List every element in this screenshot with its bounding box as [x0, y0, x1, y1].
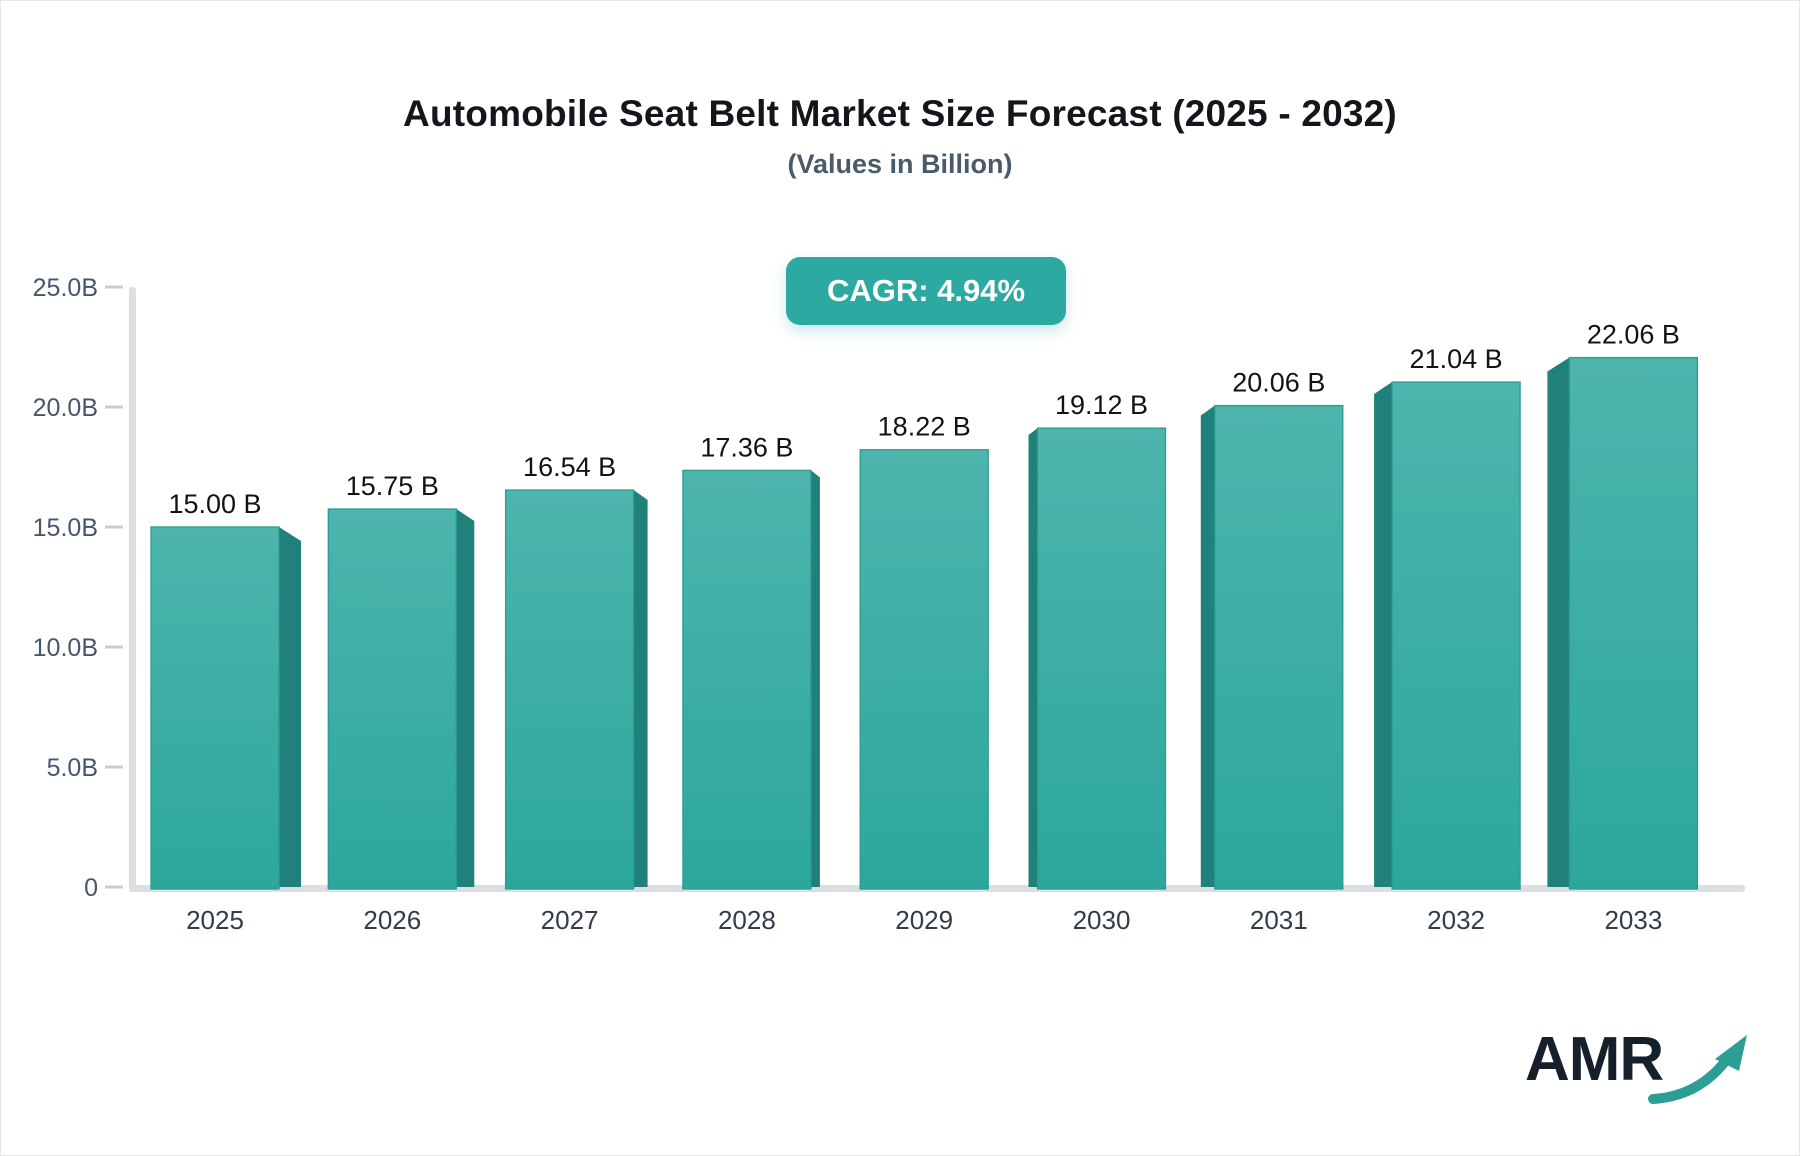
bar-value-label: 21.04 B [1410, 344, 1503, 374]
cagr-badge: CAGR: 4.94% [786, 257, 1066, 325]
bar-2029 [859, 449, 989, 890]
bar-side-face [633, 490, 648, 887]
y-axis-tick-label: 25.0B [33, 274, 98, 302]
y-axis-tick-label: 20.0B [33, 394, 98, 422]
x-axis-label: 2030 [1073, 905, 1131, 935]
x-axis-label: 2033 [1604, 905, 1662, 935]
x-axis-label: 2031 [1250, 905, 1308, 935]
bar-2027 [504, 489, 635, 890]
bar-2025 [150, 526, 280, 890]
growth-arrow-icon [1648, 1035, 1748, 1104]
bar-group-2025: 15.00 B 2025 [150, 489, 301, 935]
chart-title: Automobile Seat Belt Market Size Forecas… [403, 93, 1397, 134]
bar-group-2029: 18.22 B 2029 [859, 412, 989, 935]
bar-2033 [1568, 356, 1699, 890]
bar-value-label: 18.22 B [878, 412, 971, 442]
x-axis-label: 2032 [1427, 905, 1485, 935]
bar-2028 [682, 469, 812, 890]
amr-logo: AMR [1525, 1029, 1757, 1115]
bar-side-face [279, 527, 301, 887]
x-axis-label: 2029 [895, 905, 953, 935]
bar-value-label: 20.06 B [1232, 368, 1325, 398]
bar-2026 [327, 508, 457, 890]
bar-value-label: 15.75 B [346, 471, 439, 501]
bar-value-label: 16.54 B [523, 452, 616, 482]
bar-group-2026: 15.75 B 2026 [327, 471, 475, 935]
bar-2030 [1036, 427, 1167, 890]
y-axis-tick-label: 10.0B [33, 634, 98, 662]
bar-value-label: 17.36 B [700, 432, 793, 462]
bar-group-2032: 21.04 B 2032 [1374, 344, 1521, 935]
bar-side-face [810, 470, 820, 887]
y-axis-tick-label: 5.0B [47, 754, 98, 782]
cagr-badge-label: CAGR: 4.94% [826, 273, 1026, 308]
x-axis-label: 2027 [541, 905, 599, 935]
x-axis-label: 2028 [718, 905, 776, 935]
bar-group-2031: 20.06 B 2031 [1200, 368, 1344, 935]
y-axis-tick-label: 15.0B [33, 514, 98, 542]
bar-group-2033: 22.06 B 2033 [1547, 320, 1699, 935]
bar-group-2027: 16.54 B 2027 [504, 452, 648, 935]
bar-side-face [1547, 357, 1570, 887]
y-axis-line [129, 287, 136, 892]
bar-group-2030: 19.12 B 2030 [1028, 390, 1167, 935]
bar-side-face [1200, 405, 1215, 887]
bar-side-face [456, 509, 475, 887]
chart-subtitle: (Values in Billion) [787, 149, 1013, 179]
x-axis-label: 2026 [363, 905, 421, 935]
bar-2032 [1391, 381, 1521, 890]
bar-value-label: 15.00 B [168, 489, 261, 519]
bar-side-face [1374, 382, 1393, 887]
bar-2031 [1214, 404, 1344, 890]
bar-side-face [1028, 428, 1038, 887]
bar-group-2028: 17.36 B 2028 [682, 432, 820, 935]
bar-value-label: 19.12 B [1055, 390, 1148, 420]
y-axis-tick-label: 0 [84, 874, 98, 902]
bar-value-label: 22.06 B [1587, 320, 1680, 350]
amr-logo-text: AMR [1525, 1025, 1664, 1094]
x-axis-label: 2025 [186, 905, 244, 935]
